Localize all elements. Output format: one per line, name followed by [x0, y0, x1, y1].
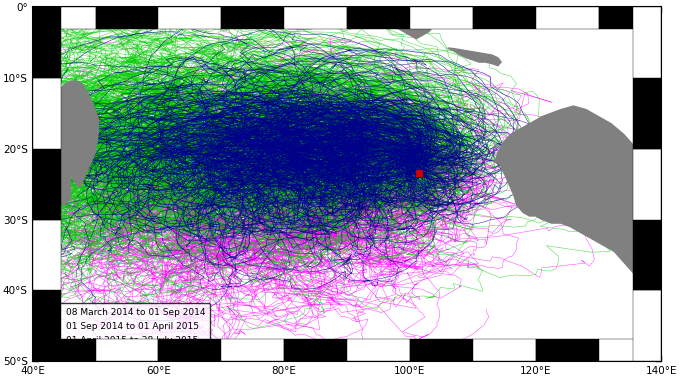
Bar [598, 339, 662, 361]
Polygon shape [495, 106, 662, 290]
Bar [221, 339, 284, 361]
Bar [410, 7, 473, 29]
Bar [33, 7, 61, 78]
Polygon shape [381, 0, 447, 39]
Polygon shape [460, 0, 523, 10]
Bar [33, 219, 61, 290]
Bar [95, 7, 158, 29]
Bar [347, 339, 410, 361]
Bar [633, 78, 662, 149]
Bar [158, 339, 221, 361]
Bar [158, 7, 221, 29]
Bar [347, 7, 410, 29]
Bar [410, 339, 473, 361]
Polygon shape [58, 81, 99, 188]
Bar [33, 78, 61, 149]
Bar [633, 149, 662, 219]
Bar [95, 339, 158, 361]
Bar [633, 290, 662, 361]
Bar [473, 339, 536, 361]
Polygon shape [33, 7, 70, 205]
Bar [33, 290, 61, 361]
Legend: 08 March 2014 to 01 Sep 2014, 01 Sep 2014 to 01 April 2015, 01 April 2015 to 28 : 08 March 2014 to 01 Sep 2014, 01 Sep 201… [44, 303, 210, 350]
Bar [33, 7, 95, 29]
Bar [536, 339, 598, 361]
Bar [473, 7, 536, 29]
Bar [633, 219, 662, 290]
Bar [284, 339, 347, 361]
Bar [284, 7, 347, 29]
Bar [598, 7, 662, 29]
Bar [633, 7, 662, 78]
Bar [33, 339, 95, 361]
Polygon shape [447, 48, 501, 66]
Bar [221, 7, 284, 29]
Bar [33, 149, 61, 219]
Bar [536, 7, 598, 29]
